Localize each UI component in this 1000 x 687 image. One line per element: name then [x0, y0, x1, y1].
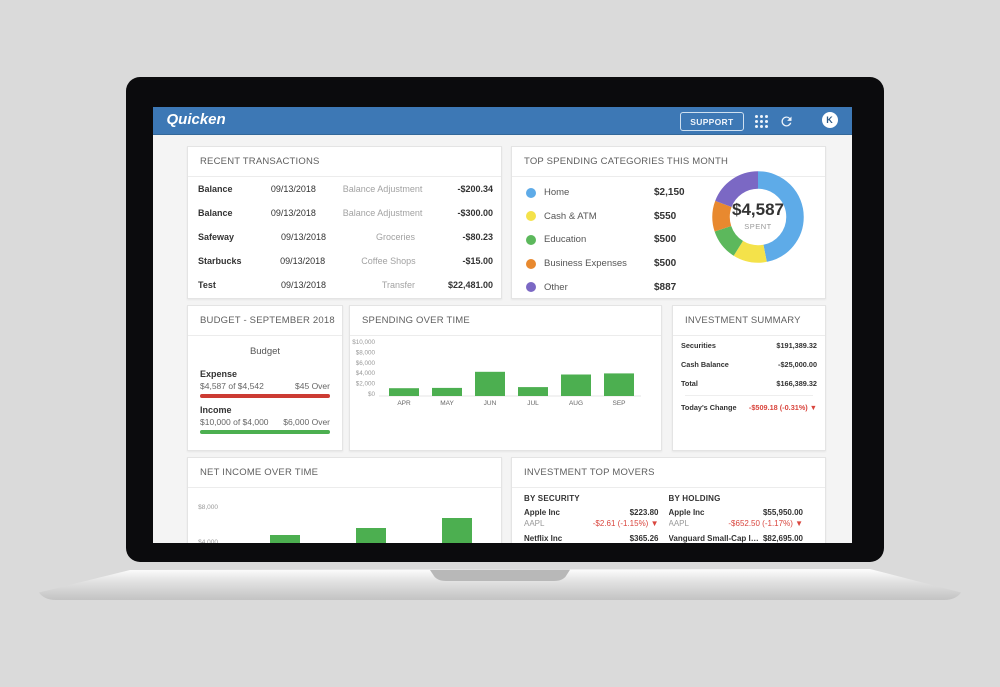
svg-text:AUG: AUG — [569, 400, 583, 407]
svg-text:$8,000: $8,000 — [198, 504, 218, 511]
svg-text:SEP: SEP — [612, 400, 625, 407]
svg-text:$6,000: $6,000 — [356, 360, 376, 367]
svg-text:$4,000: $4,000 — [198, 539, 218, 543]
svg-text:$4,000: $4,000 — [356, 370, 376, 377]
svg-text:$10,000: $10,000 — [352, 339, 375, 346]
svg-text:JUL: JUL — [527, 400, 539, 407]
svg-text:JUN: JUN — [484, 400, 497, 407]
svg-text:SPENT: SPENT — [744, 222, 772, 231]
svg-text:$4,587: $4,587 — [732, 200, 784, 219]
svg-text:$8,000: $8,000 — [356, 349, 376, 356]
svg-text:APR: APR — [397, 400, 411, 407]
svg-text:$0: $0 — [368, 391, 376, 398]
svg-text:MAY: MAY — [440, 400, 454, 407]
svg-text:$2,000: $2,000 — [356, 381, 376, 388]
